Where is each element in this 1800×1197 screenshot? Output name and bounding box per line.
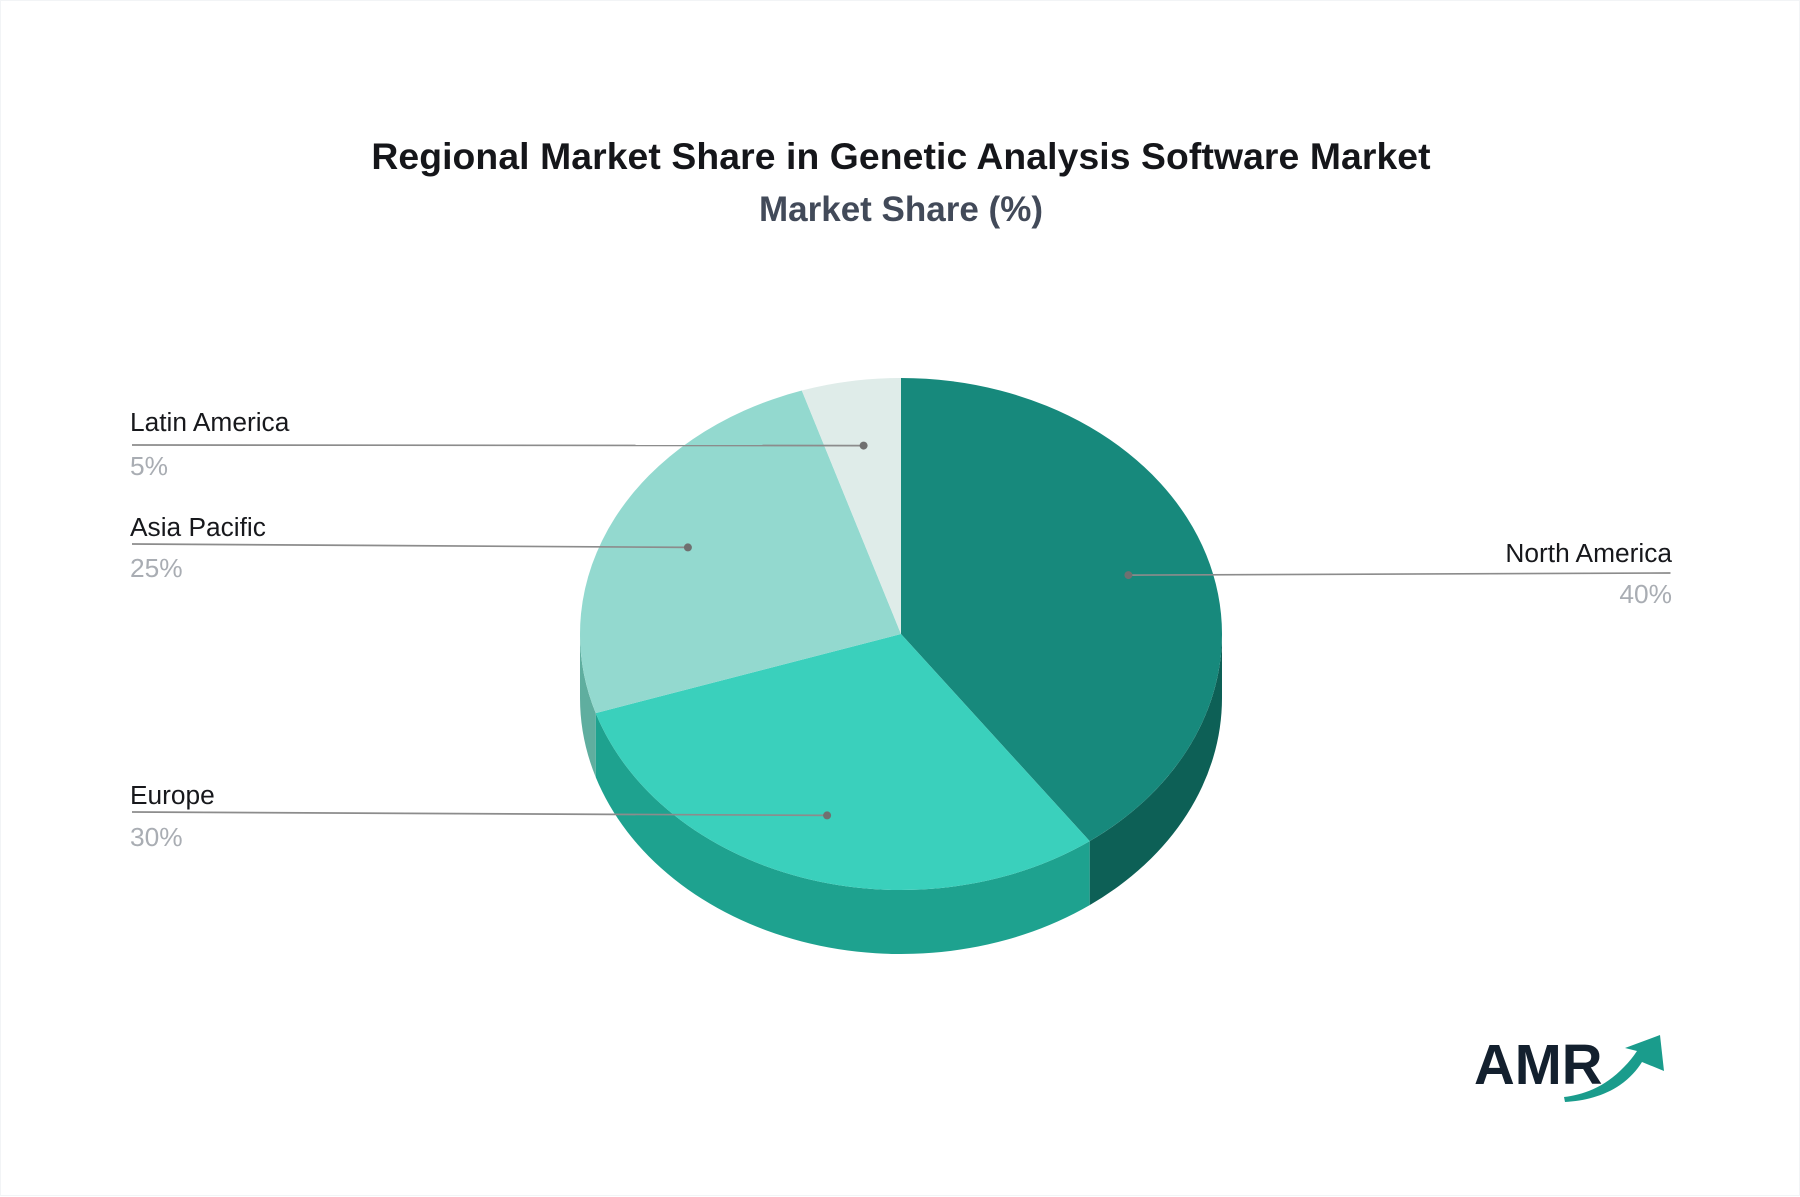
svg-text:AMR: AMR (1474, 1033, 1602, 1096)
